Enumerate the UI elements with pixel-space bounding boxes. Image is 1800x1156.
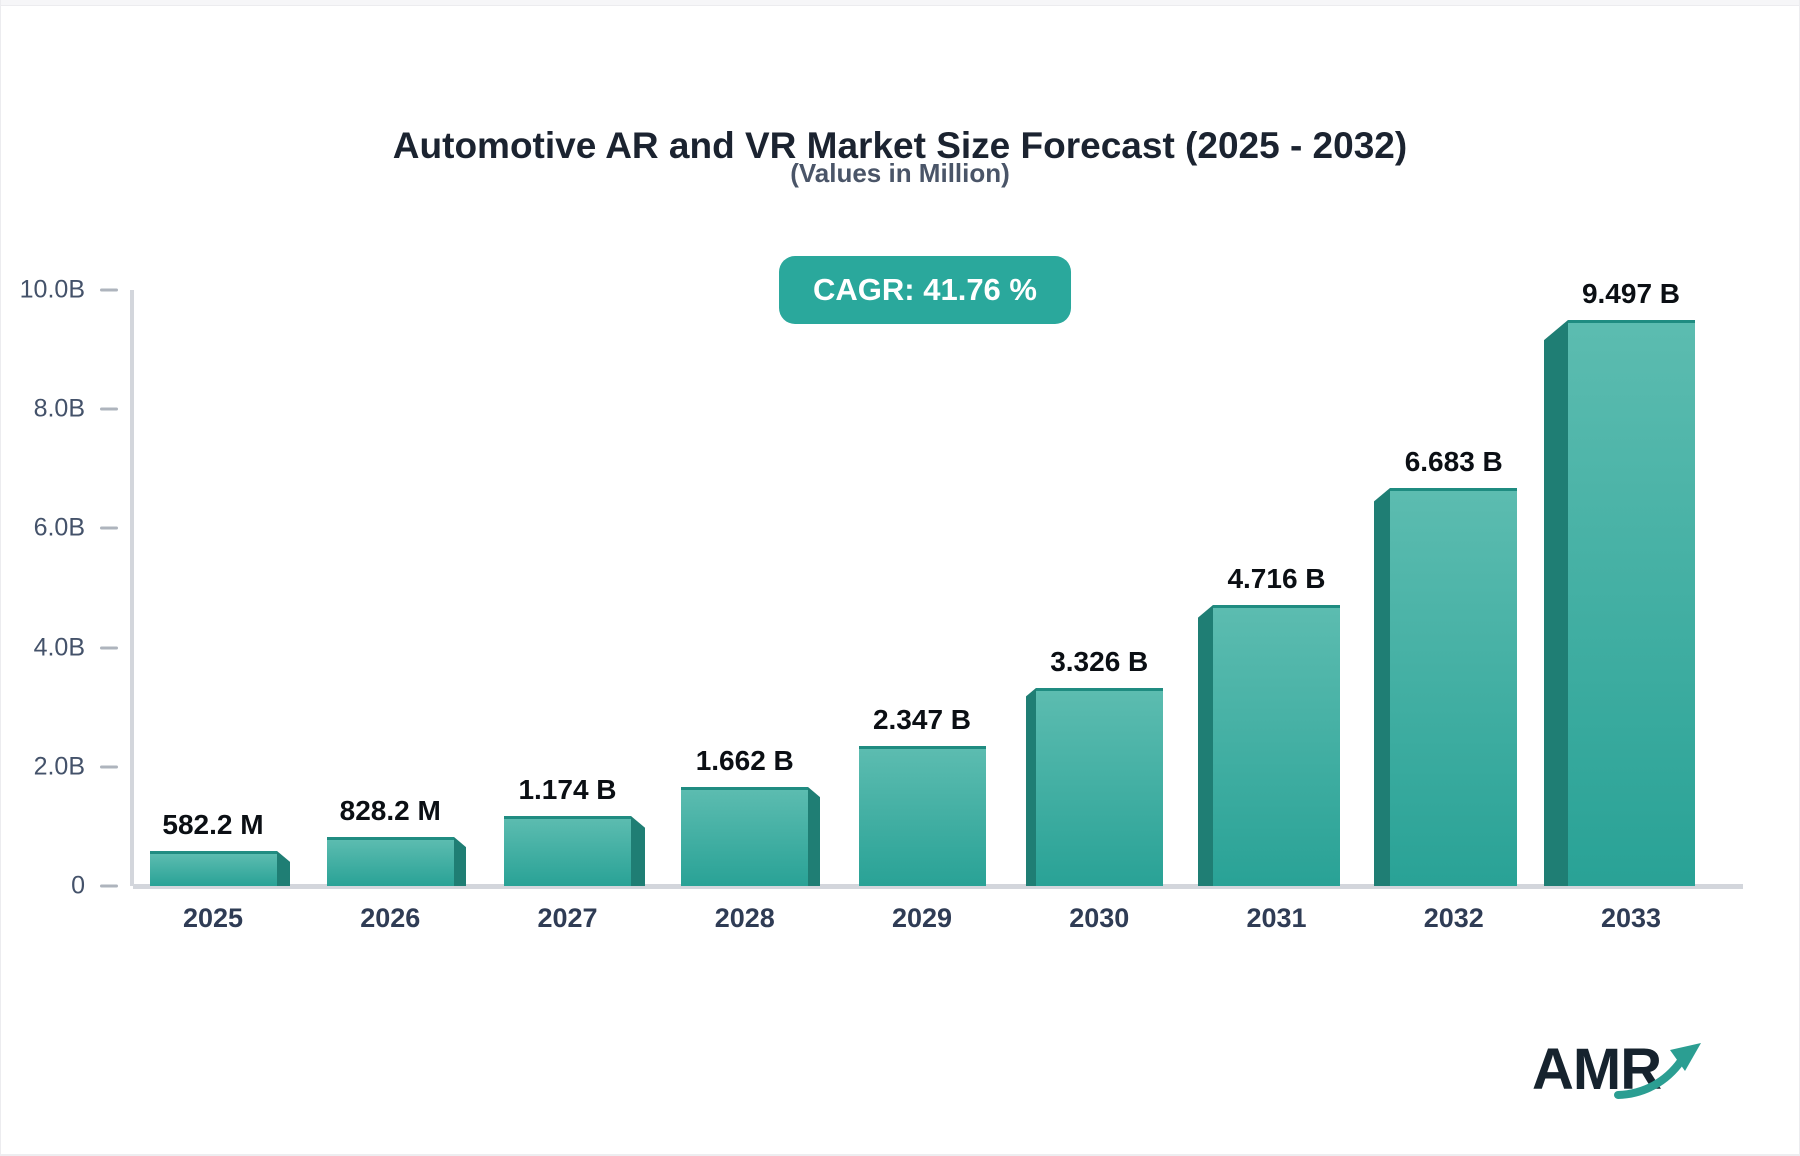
y-axis-tick-label: 4.0B (33, 633, 85, 662)
bar-3d-side-2026 (453, 836, 466, 886)
bar-value-label-2031: 4.716 B (1227, 562, 1326, 594)
bar-2033 (1543, 319, 1695, 886)
bar-value-label-2030: 3.326 B (1050, 645, 1149, 677)
bar-face-2033 (1567, 319, 1695, 886)
bar-value-label-2033: 9.497 B (1581, 277, 1681, 309)
bar-2032 (1374, 487, 1518, 886)
chart-subtitle: (Values in Million) (790, 158, 1010, 188)
bar-face-2025 (149, 851, 277, 886)
bar-value-label-2028: 1.662 B (695, 744, 794, 776)
y-axis-tick-mark (100, 646, 118, 650)
x-axis-label-2028: 2028 (714, 903, 775, 933)
bar-2025 (149, 851, 290, 886)
bar-3d-side-2028 (808, 786, 821, 886)
y-axis-tick-mark (100, 884, 118, 888)
amr-logo: AMR (1532, 1036, 1712, 1106)
bar-3d-side-2032 (1374, 487, 1391, 886)
chart-title: Automotive AR and VR Market Size Forecas… (392, 124, 1408, 166)
y-axis-tick-mark (100, 407, 118, 411)
bar-3d-side-2033 (1543, 319, 1568, 886)
bar-3d-side-2027 (631, 816, 645, 886)
bar-2031 (1198, 604, 1340, 886)
y-axis-tick-mark (100, 288, 118, 292)
y-axis-tick-mark (100, 526, 118, 530)
y-axis-tick-label: 10.0B (19, 275, 85, 304)
bar-face-2028 (681, 786, 809, 886)
x-axis-label-2029: 2029 (891, 903, 953, 933)
bar-face-2026 (326, 836, 454, 886)
bar-value-label-2025: 582.2 M (162, 809, 264, 841)
bar-face-2032 (1390, 487, 1518, 886)
x-axis-label-2031: 2031 (1246, 903, 1307, 933)
y-axis-tick-label: 0 (71, 871, 85, 900)
page-top-strip (0, 0, 1800, 6)
bar-value-label-2027: 1.174 B (518, 774, 617, 805)
x-axis-label-2026: 2026 (360, 903, 421, 933)
y-axis-tick-label: 8.0B (33, 394, 85, 423)
x-axis-baseline (133, 884, 1743, 889)
cagr-badge: CAGR: 41.76 % (779, 256, 1071, 324)
bar-value-label-2029: 2.347 B (872, 704, 972, 736)
y-axis-tick-label: 6.0B (33, 513, 85, 542)
bar-face-2031 (1213, 604, 1340, 886)
bar-face-2029 (858, 746, 986, 886)
bar-face-2030 (1035, 687, 1163, 886)
bar-2030 (1025, 687, 1163, 886)
bar-2026 (326, 836, 466, 886)
bar-2027 (504, 816, 645, 886)
growth-arrow-icon (1614, 1043, 1701, 1099)
x-axis-label-2033: 2033 (1600, 903, 1662, 933)
y-axis-tick-label: 2.0B (33, 752, 85, 781)
bar-face-2027 (504, 816, 631, 886)
x-axis-label-2027: 2027 (537, 903, 598, 933)
x-axis-label-2030: 2030 (1069, 903, 1130, 933)
bar-3d-side-2031 (1198, 604, 1213, 886)
bar-3d-side-2030 (1025, 687, 1036, 886)
x-axis-label-2032: 2032 (1423, 903, 1484, 933)
bar-value-label-2026: 828.2 M (339, 794, 441, 826)
bar-2029 (858, 746, 986, 886)
bar-2028 (681, 786, 821, 886)
x-axis-label-2025: 2025 (182, 903, 244, 933)
y-axis-line (130, 289, 134, 886)
y-axis-tick-mark (100, 765, 118, 769)
bar-3d-side-2025 (276, 851, 290, 886)
bar-value-label-2032: 6.683 B (1404, 445, 1503, 477)
